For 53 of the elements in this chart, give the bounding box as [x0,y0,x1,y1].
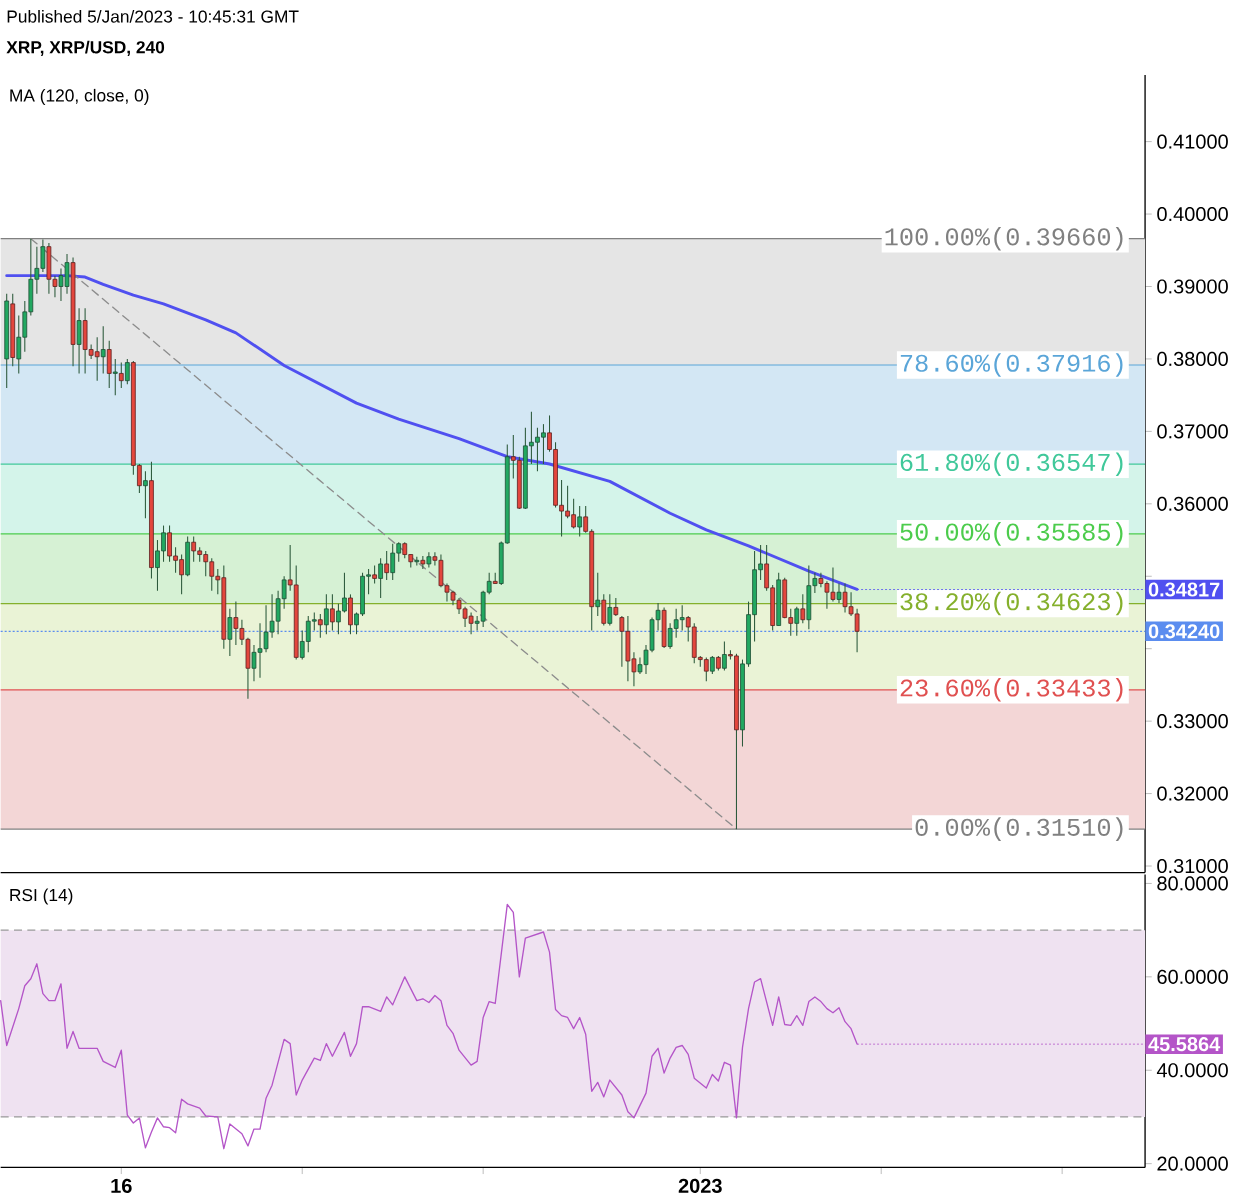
candlestick [577,505,583,537]
ref-line-label: 50.00%(0.35585) [900,521,1123,546]
y-tick-label: 0.37000 [1157,424,1228,439]
y-tick-label: 0.31000 [1157,858,1228,873]
candlestick [106,340,112,389]
text: RSI (14) [10,888,73,905]
candlestick [118,361,124,389]
candlestick [722,640,727,671]
candlestick [800,593,806,624]
candlestick [836,582,842,604]
y-tick-label: 40.0000 [1156,1062,1228,1078]
candlestick [100,325,106,374]
y-tick-label: 0.38000 [1157,351,1228,366]
candlestick [613,597,619,617]
candlestick [323,593,329,635]
annotation: 0.34817 [1148,582,1220,597]
candlestick [143,470,148,519]
ref-line-label: 0.34240 [1148,624,1220,639]
candlestick [595,571,601,617]
candlestick [76,307,82,374]
annotation: 45.5864 [1148,1036,1221,1052]
y-tick-label: 60.0000 [1157,969,1228,984]
candlestick [124,358,130,385]
candlestick [227,608,233,657]
candlestick [330,593,335,631]
x-tick-label: 2023 [678,1178,722,1193]
ref-line-label: 100.00%(0.39660) [885,226,1123,251]
chart-subtitle: Published 5/Jan/2023 - 10:45:31 GMT [7,9,299,23]
ref-line-label: 78.60%(0.37916) [900,353,1123,377]
y-tick-label: 0.41000 [1157,134,1228,149]
candlestick [384,550,390,581]
y-tick-label: 0.40000 [1157,206,1228,221]
ref-line-label: 23.60%(0.33433) [900,677,1123,702]
ref-line-label: 38.20%(0.34623) [900,591,1123,616]
y-tick-label: 0.39000 [1157,279,1228,294]
chart-title: XRP, XRP/USD, 240 [6,40,165,56]
y-tick-label: 80.0000 [1157,876,1228,891]
candlestick [607,593,613,626]
candlestick [372,564,377,584]
y-tick-label: 20.0000 [1157,1156,1228,1171]
x-tick-label: 16 [111,1178,132,1193]
ref-line-label: 61.80%(0.36547) [900,452,1123,476]
y-tick-label: 0.32000 [1157,786,1228,801]
ref-line-label: 0.00%(0.31510) [915,817,1123,841]
annotation: MA (120, close, 0) [10,88,149,105]
candlestick [709,655,715,675]
candlestick [112,358,118,396]
y-tick-label: 0.36000 [1157,496,1228,511]
y-tick-label: 0.33000 [1157,713,1228,729]
candlestick [378,557,383,599]
candlestick [601,593,607,626]
candlestick [794,605,800,637]
candlestick [317,613,323,639]
